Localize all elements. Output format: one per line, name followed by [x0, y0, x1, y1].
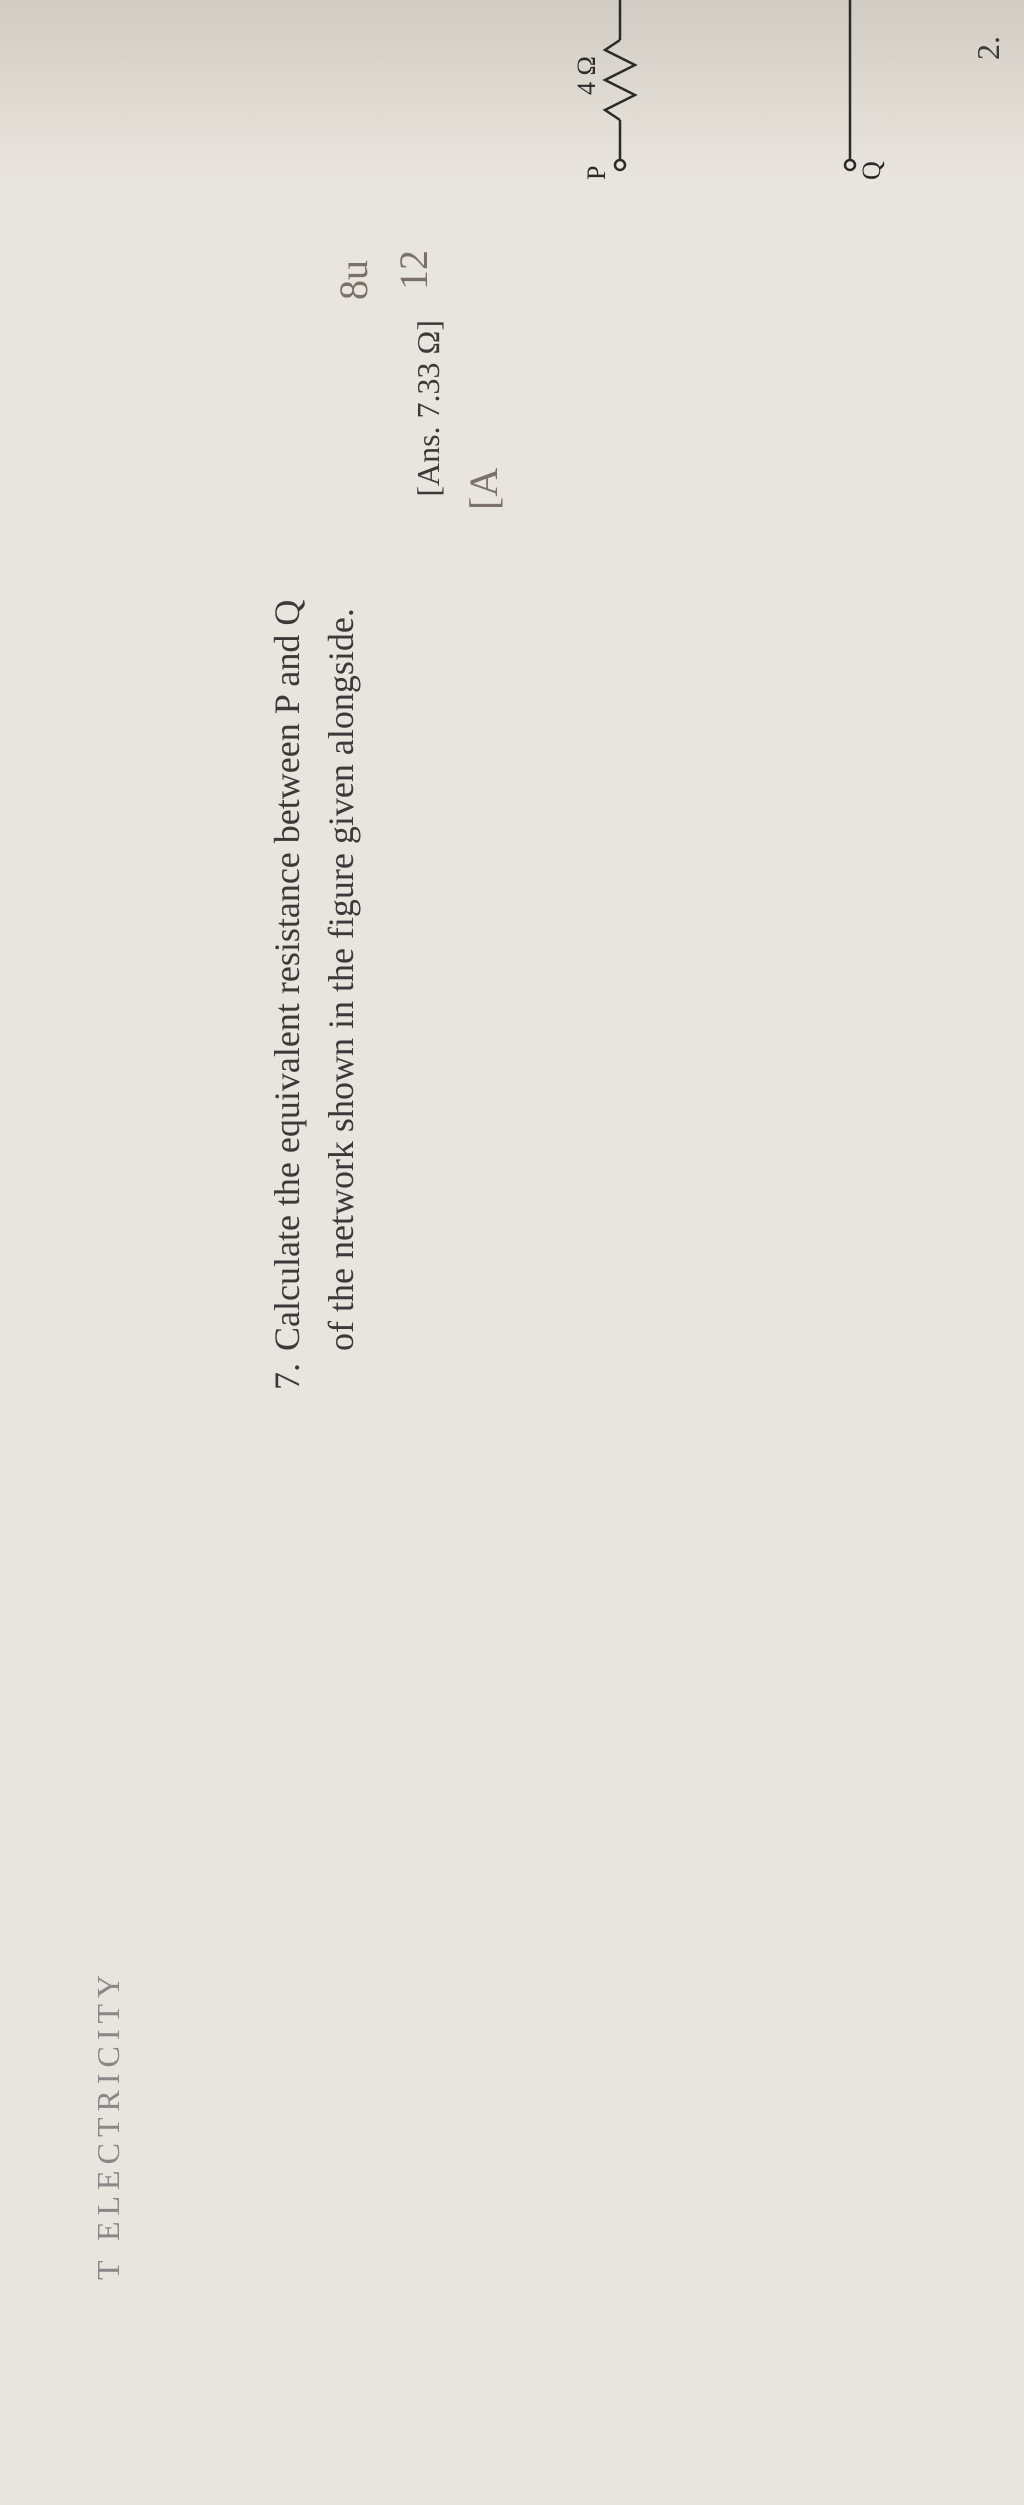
terminal-p-label: P: [582, 166, 611, 180]
terminal-q-label: Q: [857, 161, 886, 180]
answer-block: [Ans. 7.33 Ω]: [410, 320, 447, 720]
question-block: 7. Calculate the equivalent resistance b…: [260, 290, 368, 1390]
handwritten-note-1: 8u: [330, 260, 377, 300]
resistor-4ohm-label: 4 Ω: [572, 56, 601, 95]
question-line-1: Calculate the equivalent resistance betw…: [260, 600, 314, 1351]
question-number: 7.: [260, 1363, 368, 1390]
chapter-label: T ELECTRICITY: [90, 1969, 127, 2280]
circuit-diagram: P 4 Ω A 6 Ω B 3 Ω 5 Ω 8 Ω Q F E: [560, 0, 960, 190]
handwritten-note-3: [A: [460, 468, 507, 510]
side-number: 2.: [970, 36, 1007, 60]
handwritten-note-2: 12: [390, 250, 437, 290]
question-line-2: of the network shown in the figure given…: [314, 600, 368, 1351]
answer-text: [Ans. 7.33 Ω]: [410, 320, 446, 497]
